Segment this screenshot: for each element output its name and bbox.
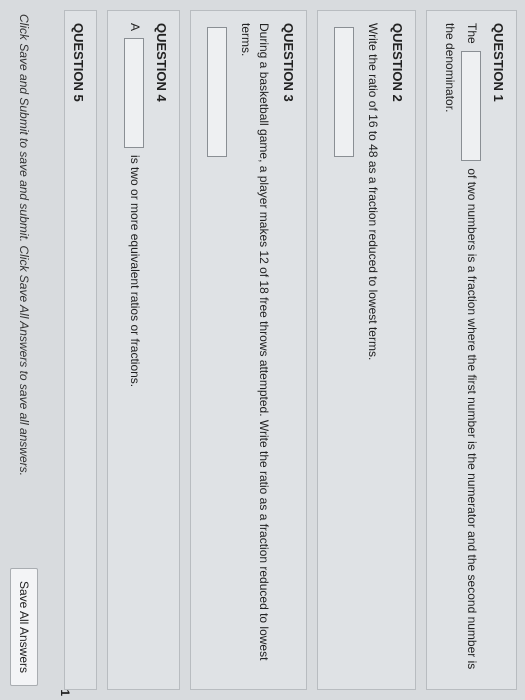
answer-input-q3[interactable]	[207, 27, 227, 157]
answer-input-q4[interactable]	[124, 38, 144, 148]
question-title: QUESTION 3	[281, 23, 296, 677]
footer-instructions: Click Save and Submit to save and submit…	[17, 14, 31, 568]
question-text: Write the ratio of 16 to 48 as a fractio…	[364, 23, 382, 677]
question-title: QUESTION 1	[491, 23, 506, 677]
answer-input-q1[interactable]	[461, 51, 481, 161]
save-all-answers-button[interactable]: Save All Answers	[10, 568, 38, 686]
question-block-2: QUESTION 2 Write the ratio of 16 to 48 a…	[317, 10, 416, 690]
question-title: QUESTION 2	[390, 23, 405, 677]
question-text: The of two numbers is a fraction where t…	[441, 23, 483, 677]
q4-text-post: is two or more equivalent ratios or frac…	[128, 155, 142, 387]
question-block-5: QUESTION 5	[64, 10, 97, 690]
question-block-1: QUESTION 1 The of two numbers is a fract…	[426, 10, 517, 690]
question-block-4: QUESTION 4 A is two or more equivalent r…	[107, 10, 180, 690]
question-text: A is two or more equivalent ratios or fr…	[122, 23, 146, 677]
question-block-3: QUESTION 3 During a basketball game, a p…	[190, 10, 307, 690]
q1-text-pre: The	[465, 23, 479, 47]
question-title: QUESTION 4	[154, 23, 169, 677]
quiz-page: QUESTION 1 The of two numbers is a fract…	[0, 0, 525, 700]
answer-input-q2[interactable]	[334, 27, 354, 157]
footer-bar: Click Save and Submit to save and submit…	[0, 10, 48, 690]
answer-row	[332, 23, 356, 677]
q4-text-pre: A	[128, 23, 142, 34]
answer-row	[205, 23, 229, 677]
question-text: During a basketball game, a player makes…	[237, 23, 273, 677]
page-number-partial: 1	[58, 689, 72, 696]
question-title: QUESTION 5	[71, 23, 86, 677]
